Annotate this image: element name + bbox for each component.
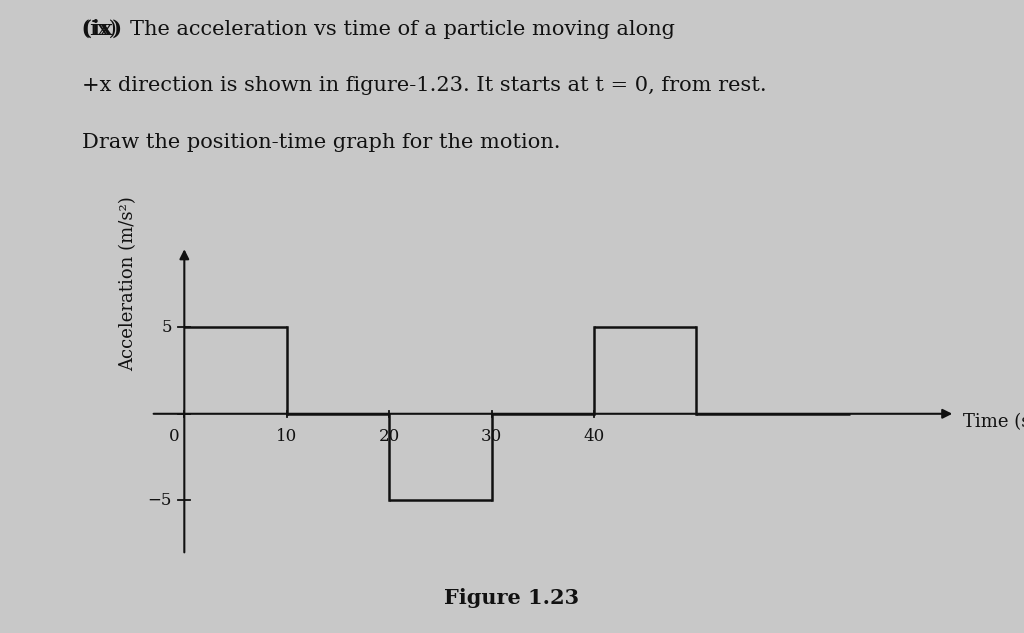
Text: Time (s): Time (s) (963, 413, 1024, 432)
Text: −5: −5 (147, 492, 172, 509)
Text: 30: 30 (481, 428, 502, 444)
Text: Figure 1.23: Figure 1.23 (444, 587, 580, 608)
Text: 20: 20 (379, 428, 399, 444)
Text: (ix)  The acceleration vs time of a particle moving along: (ix) The acceleration vs time of a parti… (82, 19, 675, 39)
Text: (ix): (ix) (82, 19, 122, 39)
Text: Acceleration (m/s²): Acceleration (m/s²) (119, 196, 137, 371)
Text: +x direction is shown in figure-1.23. It starts at t = 0, from rest.: +x direction is shown in figure-1.23. It… (82, 76, 767, 95)
Text: Draw the position-time graph for the motion.: Draw the position-time graph for the mot… (82, 133, 560, 152)
Text: 0: 0 (169, 428, 179, 444)
Text: 40: 40 (584, 428, 604, 444)
Text: 5: 5 (162, 318, 172, 335)
Text: 10: 10 (276, 428, 297, 444)
